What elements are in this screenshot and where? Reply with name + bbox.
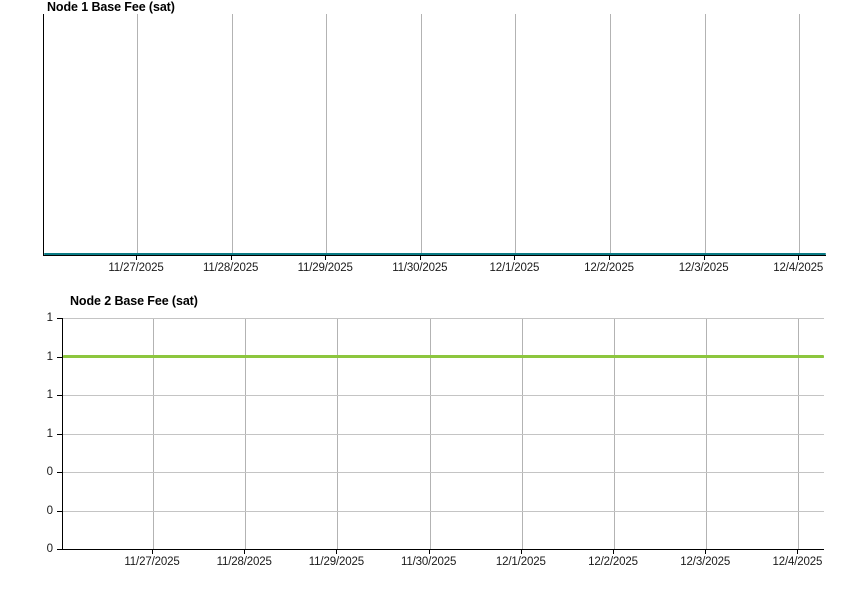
x-tick-label: 12/4/2025: [773, 262, 824, 274]
y-tick-label: 1: [46, 351, 53, 363]
x-tick-label: 12/2/2025: [588, 556, 638, 568]
gridline-vertical: [326, 14, 328, 255]
series-line: [44, 252, 826, 255]
chart-title-node-2: Node 2 Base Fee (sat): [70, 294, 198, 308]
y-tick-mark: [57, 472, 62, 473]
y-tick-mark: [57, 395, 62, 396]
gridline-vertical: [706, 318, 708, 549]
gridline-horizontal: [63, 472, 824, 473]
x-tick-label: 11/27/2025: [124, 556, 180, 568]
gridline-vertical: [521, 318, 523, 549]
x-tick-label: 12/4/2025: [772, 556, 823, 568]
gridline-vertical: [231, 14, 233, 255]
x-tick-label: 12/2/2025: [584, 262, 634, 274]
x-tick-mark: [613, 550, 614, 554]
x-tick-mark: [703, 256, 705, 260]
y-tick-label: 0: [46, 505, 53, 517]
y-tick-label: 1: [46, 312, 53, 324]
x-tick-label: 11/27/2025: [108, 262, 164, 274]
y-tick-mark: [57, 318, 62, 319]
gridline-vertical: [799, 14, 801, 255]
x-tick-mark: [428, 550, 430, 554]
gridline-vertical: [153, 318, 154, 549]
gridline-vertical: [420, 14, 422, 255]
x-tick-label: 12/1/2025: [489, 262, 540, 274]
gridline-horizontal: [63, 395, 824, 396]
gridline-horizontal: [63, 549, 824, 550]
x-tick-mark: [244, 550, 246, 554]
y-tick-mark: [57, 434, 62, 435]
x-tick-mark: [609, 256, 610, 260]
x-tick-label: 11/30/2025: [392, 262, 448, 274]
x-tick-label: 11/30/2025: [400, 556, 457, 568]
x-tick-mark: [705, 550, 707, 554]
y-tick-label: 0: [46, 466, 53, 478]
gridline-vertical: [614, 318, 615, 549]
x-tick-mark: [136, 256, 137, 260]
x-tick-label: 11/28/2025: [216, 556, 272, 568]
y-tick-mark: [57, 511, 62, 512]
y-tick-label: 1: [46, 389, 53, 401]
series-line: [63, 354, 824, 359]
x-tick-mark: [325, 256, 327, 260]
y-tick-label: 1: [46, 428, 53, 440]
y-tick-mark: [57, 549, 62, 550]
gridline-vertical: [798, 318, 800, 549]
chart-node-2-base-fee: Node 2 Base Fee (sat) 1 1 1 1 0 0 0 11/27/2025…: [0, 292, 860, 592]
chart-title-node-1: Node 1 Base Fee (sat): [47, 0, 175, 14]
gridline-vertical: [704, 14, 706, 255]
x-tick-mark: [797, 550, 799, 554]
x-tick-label: 11/29/2025: [297, 262, 353, 274]
gridline-horizontal: [63, 318, 824, 319]
x-tick-mark: [514, 256, 516, 260]
x-tick-mark: [520, 550, 522, 554]
x-tick-mark: [798, 256, 800, 260]
x-tick-label: 11/29/2025: [308, 556, 364, 568]
x-tick-label: 12/3/2025: [678, 262, 729, 274]
gridline-horizontal: [63, 434, 824, 435]
plot-area-node-1: [43, 14, 826, 256]
gridline-vertical: [245, 318, 247, 549]
gridline-vertical: [137, 14, 138, 255]
gridline-horizontal: [63, 511, 824, 512]
plot-area-node-2: [62, 318, 824, 550]
gridline-vertical: [337, 318, 339, 549]
x-tick-label: 12/1/2025: [495, 556, 546, 568]
x-tick-mark: [152, 550, 153, 554]
gridline-vertical: [515, 14, 517, 255]
x-tick-mark: [336, 550, 338, 554]
y-tick-mark: [57, 357, 62, 358]
x-tick-label: 11/28/2025: [202, 262, 259, 274]
x-tick-mark: [419, 256, 421, 260]
chart-node-1-base-fee: Node 1 Base Fee (sat) 11/27/2025 11/28/20…: [0, 0, 860, 292]
gridline-vertical: [610, 14, 611, 255]
x-tick-mark: [230, 256, 232, 260]
y-tick-label: 0: [46, 543, 53, 555]
gridline-vertical: [429, 318, 431, 549]
x-tick-label: 12/3/2025: [680, 556, 731, 568]
